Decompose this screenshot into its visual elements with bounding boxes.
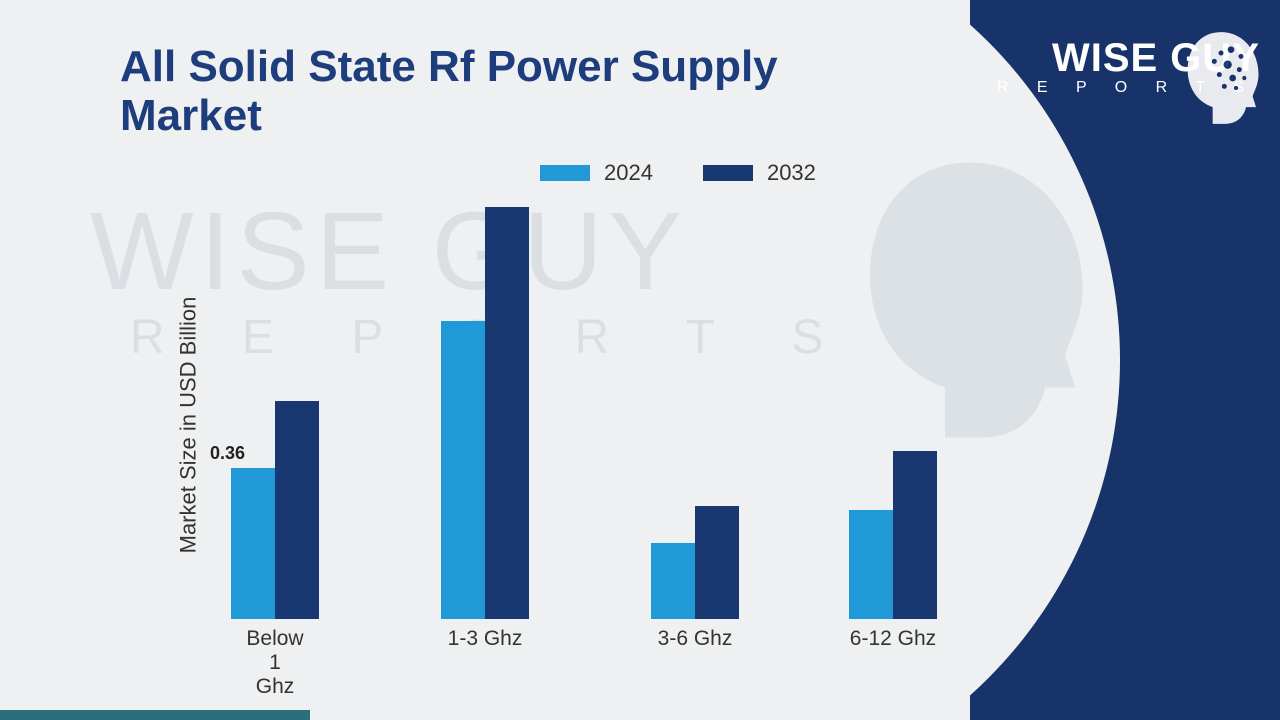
x-axis-category-label: 3-6 Ghz	[635, 627, 755, 651]
chart-container: Market Size in USD Billion 2024 2032 Bel…	[60, 160, 940, 690]
legend-swatch-2024	[540, 165, 590, 181]
bar	[231, 468, 275, 619]
brand-logo: WISE GUY R E P O R T S	[980, 36, 1260, 97]
x-axis-category-label: 6-12 Ghz	[833, 627, 953, 651]
bar-group: 3-6 Ghz	[640, 506, 750, 619]
chart-title: All Solid State Rf Power Supply Market	[120, 42, 840, 141]
bar	[651, 543, 695, 619]
legend-label-2024: 2024	[604, 160, 653, 186]
bar	[849, 510, 893, 619]
legend-item-2024: 2024	[540, 160, 653, 186]
legend-swatch-2032	[703, 165, 753, 181]
x-axis-category-label: 1-3 Ghz	[425, 627, 545, 651]
bar-group: 1-3 Ghz	[430, 207, 540, 619]
bar	[893, 451, 937, 619]
legend-item-2032: 2032	[703, 160, 816, 186]
x-axis-category-label: Below1Ghz	[215, 627, 335, 699]
bar	[275, 401, 319, 619]
bar	[485, 207, 529, 619]
logo-head-icon	[1176, 28, 1266, 128]
bar	[441, 321, 485, 619]
bar-group: 6-12 Ghz	[838, 451, 948, 619]
chart-legend: 2024 2032	[540, 160, 816, 186]
bottom-accent-strip	[0, 710, 310, 720]
bar-data-label: 0.36	[210, 443, 245, 464]
bar	[695, 506, 739, 619]
legend-label-2032: 2032	[767, 160, 816, 186]
bar-group: Below1Ghz	[220, 401, 330, 619]
chart-plot-area: Below1Ghz1-3 Ghz3-6 Ghz6-12 Ghz0.36	[120, 200, 940, 620]
